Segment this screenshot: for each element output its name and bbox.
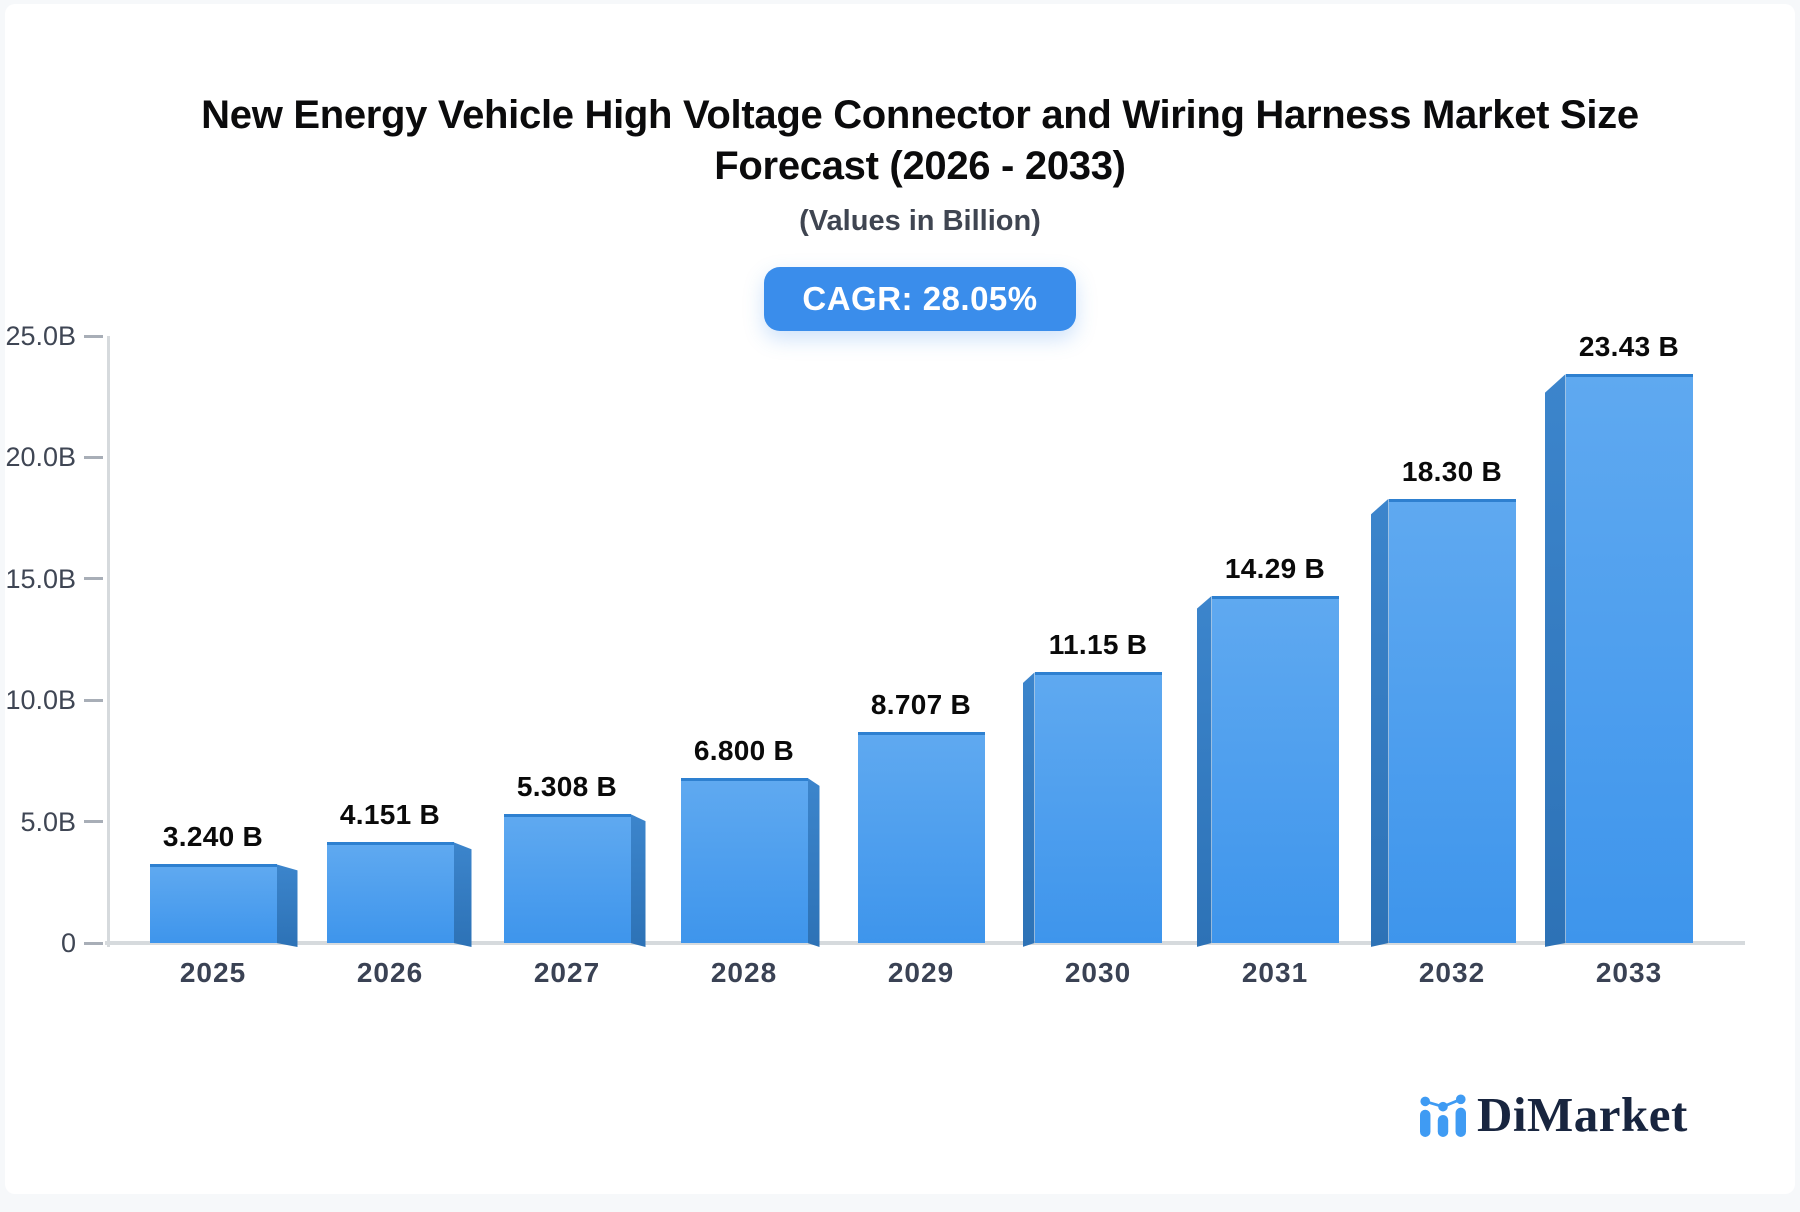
bar-side-face (1371, 499, 1389, 947)
bar-face (1565, 374, 1693, 943)
bar-value-label: 6.800 B (693, 734, 795, 766)
x-axis-line (105, 941, 1745, 945)
bar-value-label: 4.151 B (339, 799, 441, 831)
bar-face (326, 842, 454, 943)
y-tick-label: 20.0B (5, 442, 76, 473)
bar-face (503, 814, 631, 943)
bar-face (149, 864, 277, 943)
bar-side-face (1023, 672, 1035, 947)
bar-value-label: 3.240 B (162, 821, 264, 853)
x-category-label: 2031 (1241, 957, 1309, 988)
chart-subtitle: (Values in Billion) (799, 205, 1041, 237)
x-category-label: 2027 (533, 957, 601, 988)
bar-value-label: 23.43 B (1578, 331, 1680, 363)
bar-value-label: 8.707 B (870, 688, 972, 720)
bar-group-2027: 5.308 B (503, 771, 631, 943)
y-tick-mark (84, 698, 103, 702)
bar-value-label: 18.30 B (1401, 455, 1503, 487)
bar-face (1211, 596, 1339, 943)
bar-value-label: 11.15 B (1048, 629, 1148, 661)
bar-side-face (1197, 596, 1212, 947)
brand-name: DiMarket (1477, 1087, 1688, 1142)
page-header: New Energy Vehicle High Voltage Connecto… (40, 90, 1800, 331)
x-category-label: 2029 (887, 957, 955, 988)
bar-chart-sparkline-icon (1420, 1094, 1466, 1138)
bar-group-2031: 14.29 B (1211, 553, 1339, 943)
y-tick-mark (84, 455, 103, 459)
y-tick-label: 10.0B (5, 685, 76, 716)
bar-side-face (277, 864, 298, 947)
x-category-label: 2032 (1418, 957, 1486, 988)
x-category-label: 2026 (356, 957, 424, 988)
bar-face (1034, 672, 1162, 943)
bar-value-label: 14.29 B (1224, 553, 1326, 584)
bar-group-2030: 11.15 B (1034, 629, 1162, 943)
bar-face (857, 731, 985, 943)
chart-title-line2: Forecast (2026 - 2033) (714, 144, 1126, 188)
bar-side-face (631, 814, 646, 947)
bar-group-2029: 8.707 B (857, 689, 985, 943)
y-tick-label: 5.0B (20, 806, 76, 837)
y-tick-mark (84, 820, 103, 824)
bar-face (1388, 498, 1516, 943)
plot-area: 0 5.0B 10.0B 15.0B 20.0B 25.0B 3.240 B 2025 4.15… (5, 321, 1745, 988)
y-tick-mark (84, 577, 103, 581)
y-tick-mark (84, 334, 103, 338)
bar-group-2025: 3.240 B (149, 821, 277, 943)
y-tick-label: 25.0B (5, 321, 76, 351)
bar-side-face (1545, 374, 1566, 947)
brand-logo: DiMarket (1420, 1087, 1688, 1142)
y-axis-line (107, 336, 110, 947)
bar-face (680, 777, 808, 943)
x-category-label: 2028 (710, 957, 778, 988)
x-category-label: 2033 (1595, 957, 1663, 988)
bar-side-face (454, 842, 472, 947)
y-tick-mark (84, 941, 103, 945)
y-tick-label: 0 (60, 928, 76, 958)
bar-group-2028: 6.800 B (680, 735, 808, 943)
y-tick-label: 15.0B (5, 563, 76, 594)
x-category-label: 2030 (1064, 957, 1132, 988)
x-category-label: 2025 (179, 957, 247, 988)
bar-group-2026: 4.151 B (326, 799, 454, 943)
bar-value-label: 5.308 B (516, 771, 618, 803)
bar-group-2033: 23.43 B (1565, 331, 1693, 943)
bar-group-2032: 18.30 B (1388, 456, 1516, 943)
cagr-badge: CAGR: 28.05% (764, 267, 1076, 331)
chart-title-line1: New Energy Vehicle High Voltage Connecto… (201, 93, 1639, 137)
bar-side-face (808, 778, 820, 947)
